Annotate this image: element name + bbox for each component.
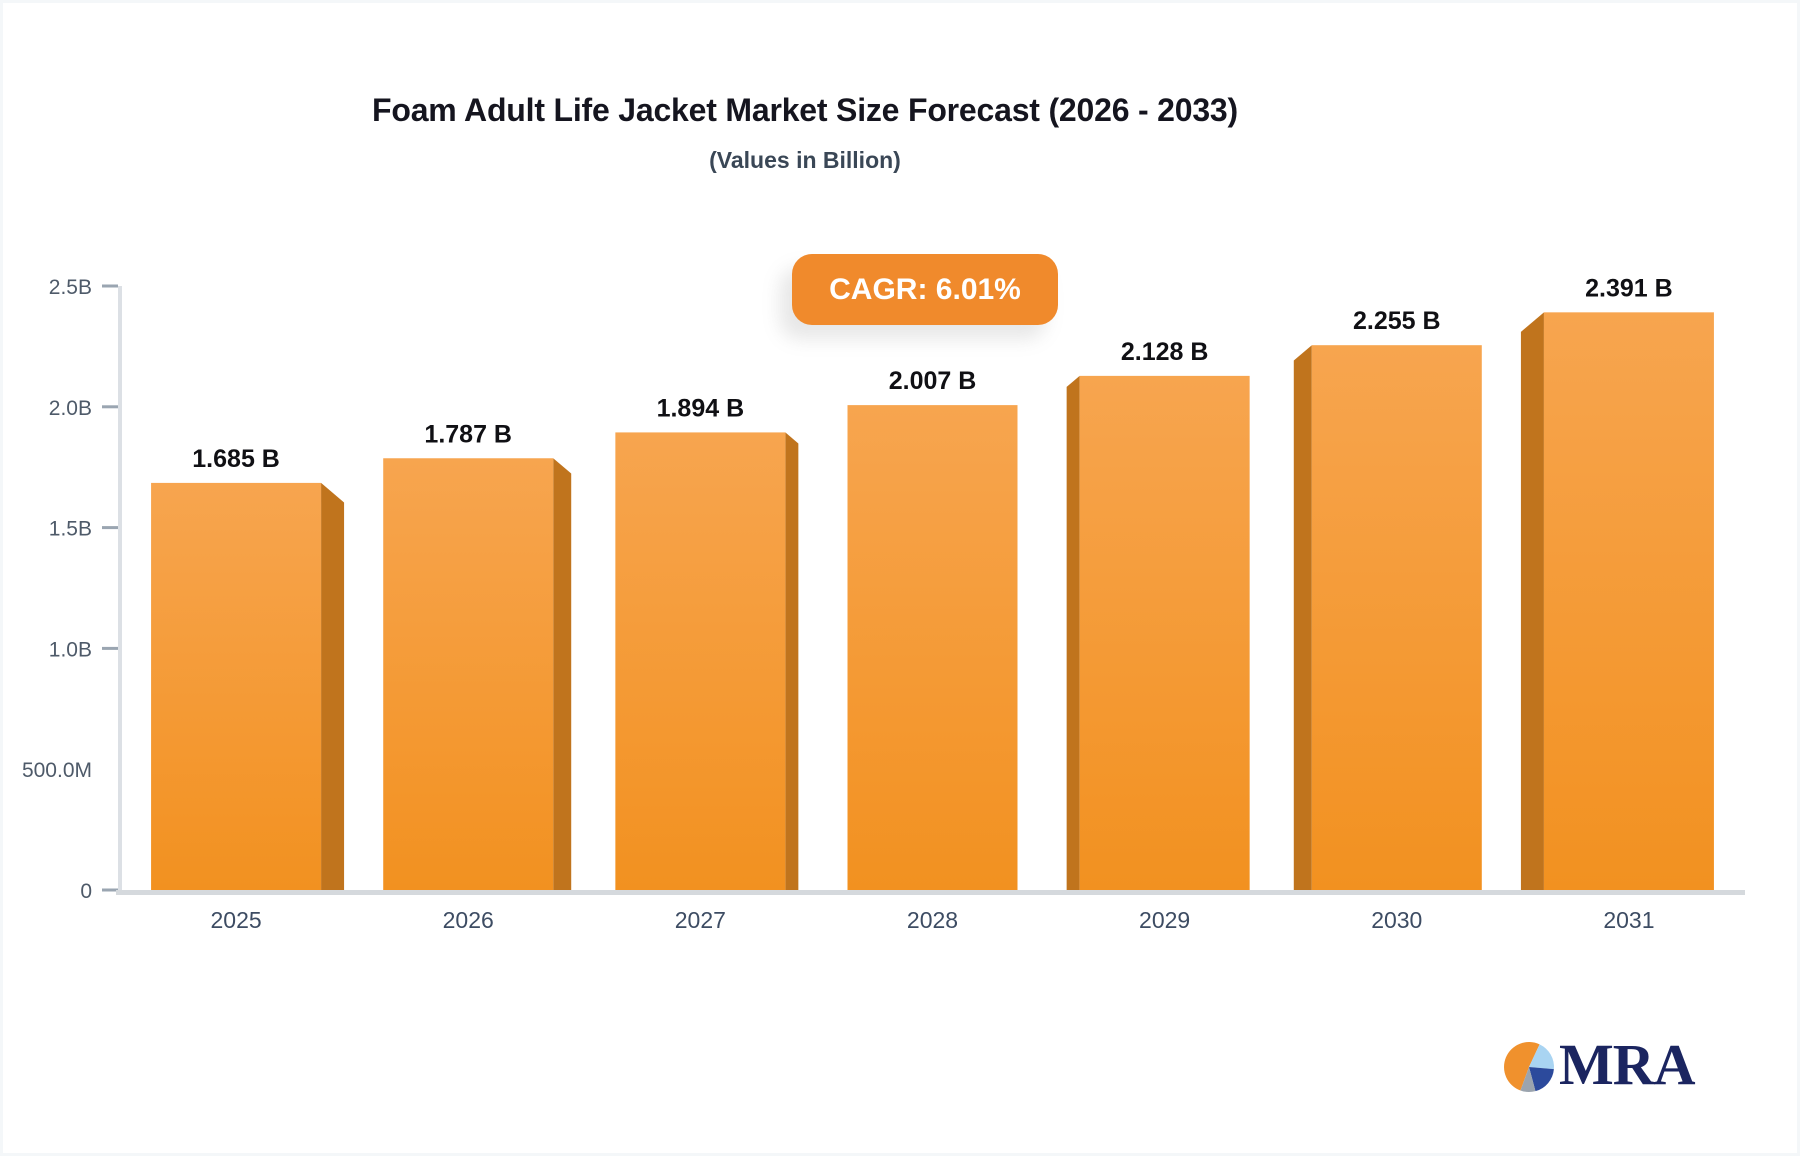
labels-layer: 1.685 B 2025 1.787 B 2026 1.894 B 2027 2.007 B… <box>192 274 1672 933</box>
x-axis-label-2029: 2029 <box>1139 907 1190 933</box>
bar-2029-face <box>1079 375 1250 890</box>
axis-layer: 0 500.0M 1.0B 1.5B 2.0B 2.5B <box>22 276 1745 903</box>
value-label-2029: 2.128 B <box>1121 338 1209 366</box>
y-axis-label-1.0B: 1.0B <box>49 638 92 661</box>
pie-slice-navy <box>1529 1067 1554 1092</box>
chart-title: Foam Adult Life Jacket Market Size Forec… <box>372 92 1238 128</box>
x-axis-label-2030: 2030 <box>1371 907 1422 933</box>
y-axis-label-0: 0 <box>80 880 92 903</box>
bar-2031-side <box>1520 312 1544 890</box>
bar-2025-side <box>321 482 345 890</box>
chart-subtitle: (Values in Billion) <box>709 147 901 173</box>
value-label-2026: 1.787 B <box>424 420 512 448</box>
pie-slice-gray <box>1520 1067 1536 1092</box>
value-label-2030: 2.255 B <box>1353 307 1441 335</box>
cagr-badge: CAGR: 6.01% <box>792 254 1058 325</box>
value-label-2031: 2.391 B <box>1585 274 1673 302</box>
bar-2025-face <box>151 482 322 890</box>
value-label-2028: 2.007 B <box>889 367 977 395</box>
pie-slice-orange <box>1504 1042 1540 1091</box>
logo-pie-icon <box>1504 1042 1554 1092</box>
x-axis-label-2026: 2026 <box>443 907 494 933</box>
value-label-2025: 1.685 B <box>192 445 280 473</box>
bar-2027-side <box>785 432 799 890</box>
bar-2026-side <box>553 458 572 890</box>
y-axis-label-500.0M: 500.0M <box>22 759 92 782</box>
bar-2026-face <box>383 458 554 890</box>
x-axis-label-2025: 2025 <box>210 907 261 933</box>
bar-2030-side <box>1293 345 1312 890</box>
bar-2029-side <box>1066 375 1080 890</box>
bar-2030-face <box>1311 345 1482 890</box>
y-axis-label-2.5B: 2.5B <box>49 276 92 299</box>
bar-2031-face <box>1543 312 1714 890</box>
logo-text: MRA <box>1559 1032 1696 1097</box>
company-logo: MRA <box>1502 1032 1696 1098</box>
x-axis-label-2031: 2031 <box>1603 907 1654 933</box>
bars-layer <box>151 312 1714 890</box>
chart-header: Foam Adult Life Jacket Market Size Forec… <box>0 92 1610 174</box>
y-axis-label-1.5B: 1.5B <box>49 518 92 541</box>
x-axis-label-2028: 2028 <box>907 907 958 933</box>
pie-slice-light-blue <box>1529 1044 1554 1070</box>
x-axis-label-2027: 2027 <box>675 907 726 933</box>
value-label-2027: 1.894 B <box>657 394 745 422</box>
bar-2028-face <box>847 405 1018 890</box>
y-axis-label-2.0B: 2.0B <box>49 397 92 420</box>
bar-2027-face <box>615 432 786 890</box>
